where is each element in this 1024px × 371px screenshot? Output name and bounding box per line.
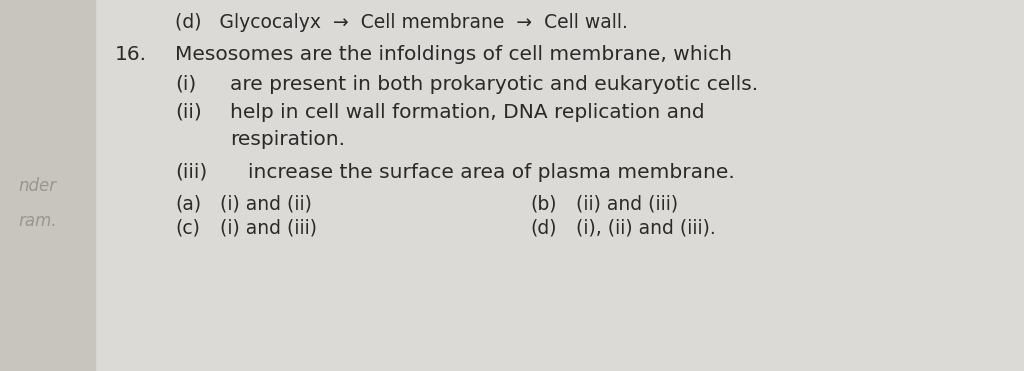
Text: (ii) and (iii): (ii) and (iii) — [575, 194, 678, 213]
Text: 16.: 16. — [115, 45, 147, 64]
Text: (i) and (iii): (i) and (iii) — [220, 219, 317, 238]
Text: (d)   Glycocalyx  →  Cell membrane  →  Cell wall.: (d) Glycocalyx → Cell membrane → Cell wa… — [175, 13, 628, 32]
Text: (i) and (ii): (i) and (ii) — [220, 194, 312, 213]
Text: (b): (b) — [530, 194, 556, 213]
Text: (iii): (iii) — [175, 163, 207, 182]
Text: (i): (i) — [175, 75, 197, 94]
Text: ram.: ram. — [18, 212, 56, 230]
Text: (c): (c) — [175, 219, 200, 238]
Text: are present in both prokaryotic and eukaryotic cells.: are present in both prokaryotic and euka… — [230, 75, 758, 94]
Text: (d): (d) — [530, 219, 556, 238]
Text: nder: nder — [18, 177, 56, 195]
Text: (i), (ii) and (iii).: (i), (ii) and (iii). — [575, 219, 716, 238]
Text: (ii): (ii) — [175, 103, 202, 122]
Text: Mesosomes are the infoldings of cell membrane, which: Mesosomes are the infoldings of cell mem… — [175, 45, 732, 64]
Text: help in cell wall formation, DNA replication and: help in cell wall formation, DNA replica… — [230, 103, 705, 122]
Bar — [0, 0, 95, 371]
Text: (a): (a) — [175, 194, 201, 213]
Text: increase the surface area of plasma membrane.: increase the surface area of plasma memb… — [248, 163, 735, 182]
Text: respiration.: respiration. — [230, 130, 345, 149]
